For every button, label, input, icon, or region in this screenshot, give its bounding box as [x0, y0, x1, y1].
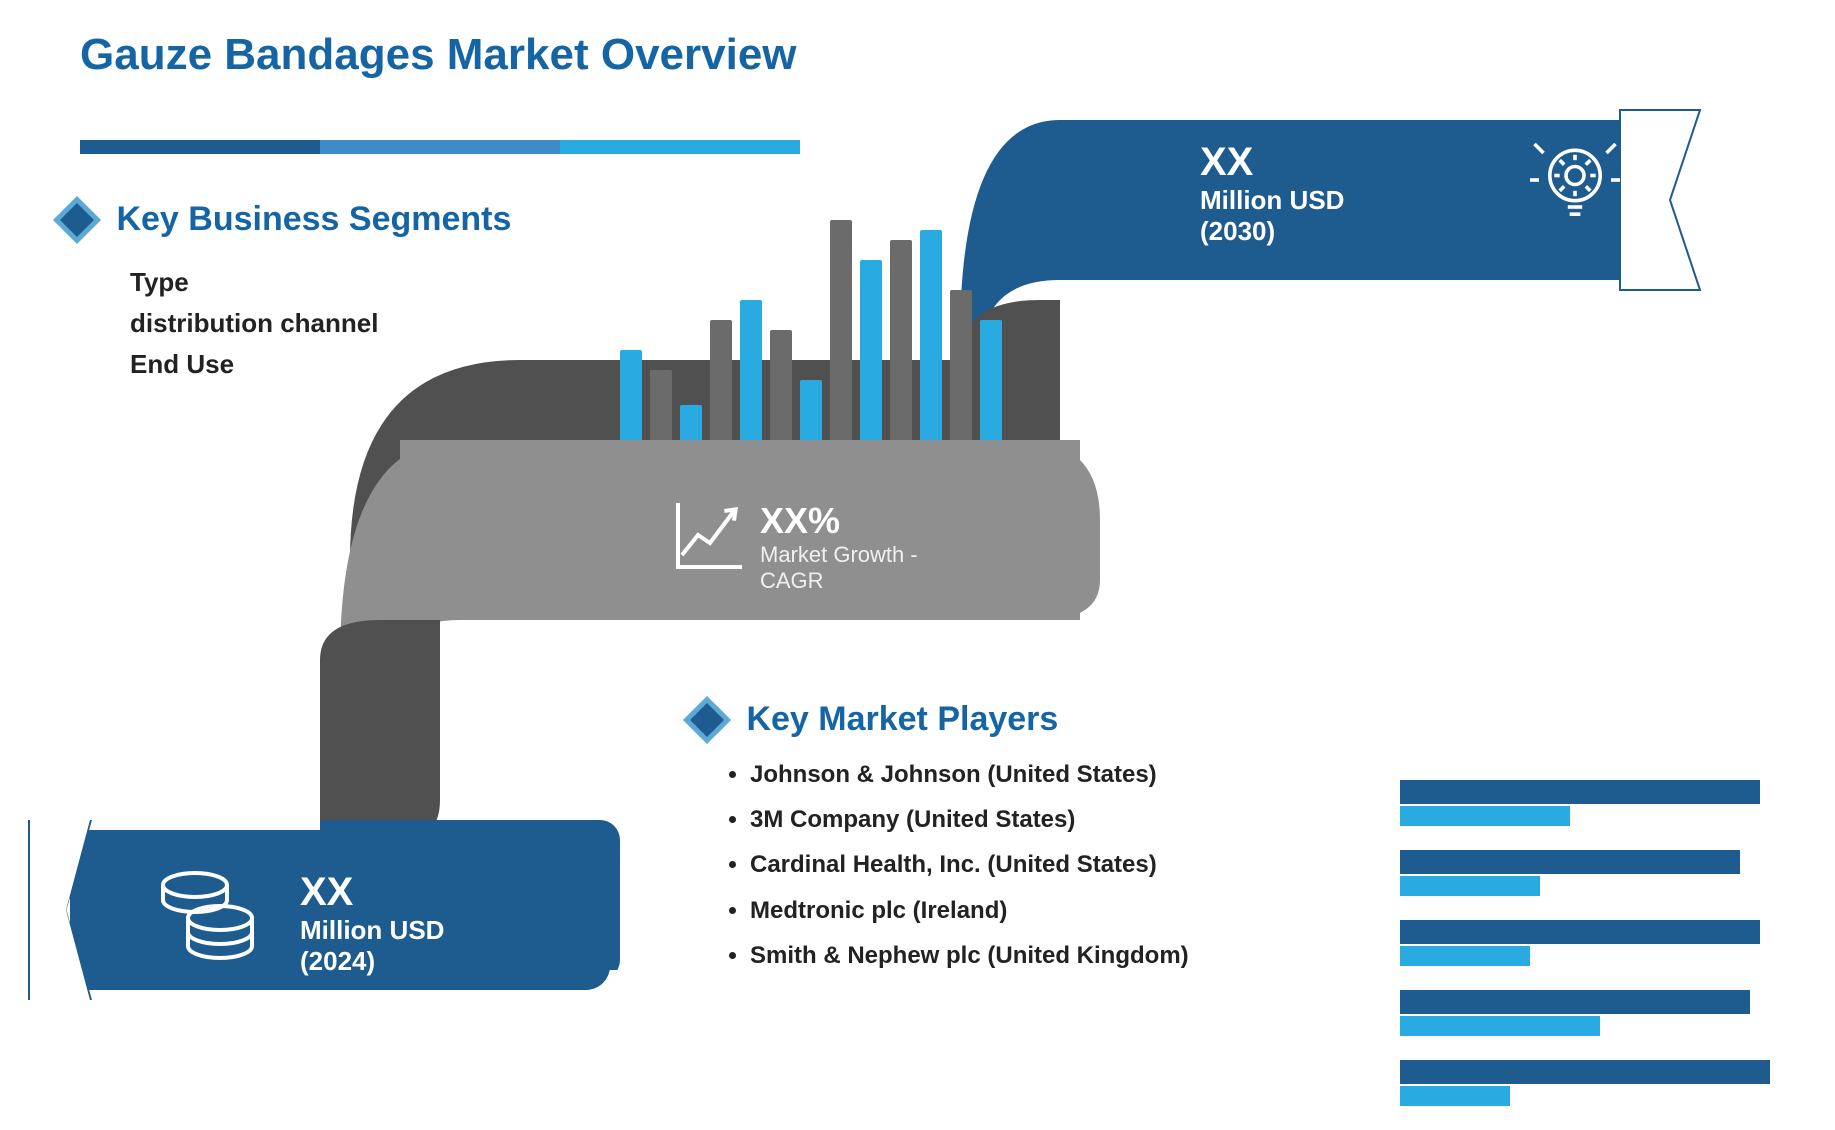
hbar-back: [1400, 1060, 1770, 1084]
hbar-back: [1400, 990, 1750, 1014]
chart-bar: [890, 240, 912, 440]
hbar-row: [1400, 780, 1780, 826]
players-heading: Key Market Players: [746, 700, 1058, 739]
chart-bar: [680, 405, 702, 440]
hbar-front: [1400, 876, 1540, 896]
hbar-back: [1400, 780, 1760, 804]
value-2024-label1: Million USD: [300, 915, 560, 946]
value-2030-label2: (2030): [1200, 216, 1460, 247]
chart-bar: [620, 350, 642, 440]
growth-bar-chart: [620, 200, 1040, 440]
chart-bar: [950, 290, 972, 440]
coins-stack-icon: [150, 860, 270, 960]
hbar-row: [1400, 920, 1780, 966]
diamond-icon: [683, 695, 731, 743]
player-item: Smith & Nephew plc (United Kingdom): [750, 940, 1310, 971]
hr-seg-1: [80, 140, 320, 154]
hbar-front: [1400, 1016, 1600, 1036]
value-cagr-label2: CAGR: [760, 568, 1040, 594]
player-item: 3M Company (United States): [750, 804, 1310, 835]
chart-bar: [830, 220, 852, 440]
chart-bar: [650, 370, 672, 440]
value-2030-label1: Million USD: [1200, 185, 1460, 216]
value-cagr-label1: Market Growth -: [760, 542, 1040, 568]
value-2024: XX: [300, 870, 560, 915]
hbar-front: [1400, 806, 1570, 826]
chart-bar: [980, 320, 1002, 440]
page-title: Gauze Bandages Market Overview: [80, 30, 797, 80]
hbar-back: [1400, 920, 1760, 944]
value-2030: XX: [1200, 140, 1460, 185]
player-item: Medtronic plc (Ireland): [750, 895, 1310, 926]
chart-bar: [770, 330, 792, 440]
diamond-icon: [53, 195, 101, 243]
chart-bar: [800, 380, 822, 440]
hbar-front: [1400, 946, 1530, 966]
chart-bar: [860, 260, 882, 440]
hbar-front: [1400, 1086, 1510, 1106]
chart-bar: [920, 230, 942, 440]
hbar-row: [1400, 850, 1780, 896]
value-2024-block: XX Million USD (2024): [300, 870, 560, 977]
value-2024-label2: (2024): [300, 946, 560, 977]
value-cagr-block: XX% Market Growth - CAGR: [760, 500, 1040, 594]
player-item: Cardinal Health, Inc. (United States): [750, 849, 1310, 880]
lightbulb-gear-icon: [1530, 135, 1620, 225]
hbar-back: [1400, 850, 1740, 874]
value-2030-block: XX Million USD (2030): [1200, 140, 1460, 247]
player-item: Johnson & Johnson (United States): [750, 759, 1310, 790]
horizontal-bars-chart: [1400, 780, 1780, 1130]
line-chart-up-icon: [670, 495, 750, 575]
key-players-section: Key Market Players Johnson & Johnson (Un…: [690, 700, 1310, 985]
value-cagr: XX%: [760, 500, 1040, 542]
chart-bar: [740, 300, 762, 440]
players-list: Johnson & Johnson (United States) 3M Com…: [750, 759, 1310, 971]
hbar-row: [1400, 1060, 1780, 1106]
hbar-row: [1400, 990, 1780, 1036]
chart-bar: [710, 320, 732, 440]
